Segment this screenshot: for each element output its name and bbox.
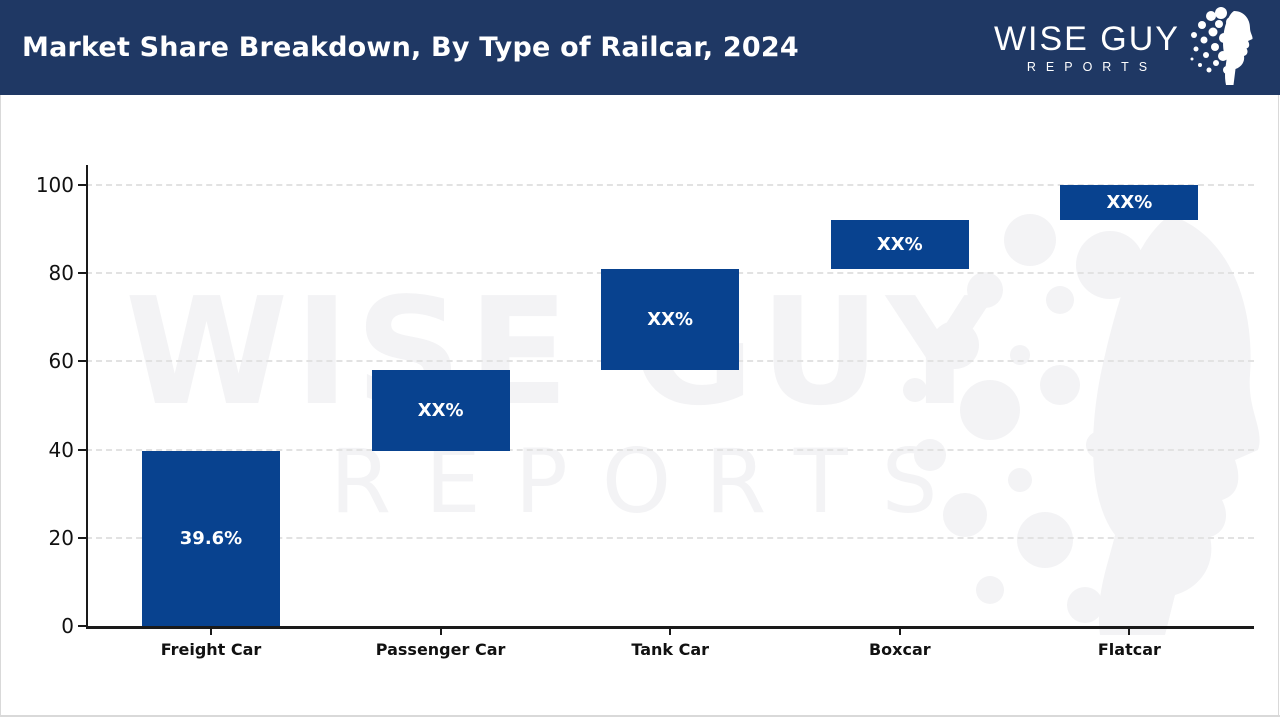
x-tick-flatcar: [1128, 628, 1131, 635]
y-tick-label-40: 40: [48, 437, 74, 462]
x-tick-tank-car: [669, 628, 672, 635]
y-tick-40: [78, 448, 86, 451]
bar-passenger-car: XX%: [371, 370, 510, 452]
gridline-40: [86, 448, 1254, 451]
x-tick-label-tank-car: Tank Car: [631, 640, 710, 659]
bar-value-label-boxcar: XX%: [876, 234, 923, 256]
bar-value-label-flatcar: XX%: [1106, 192, 1153, 214]
bar-value-label-freight-car: 39.6%: [179, 528, 243, 550]
y-tick-0: [78, 625, 86, 627]
y-tick-100: [78, 184, 86, 186]
gridline-100: [86, 184, 1254, 186]
y-tick-label-60: 60: [48, 349, 74, 374]
y-axis-line: [86, 165, 88, 628]
bar-tank-car: XX%: [601, 268, 740, 371]
x-tick-label-freight-car: Freight Car: [160, 640, 262, 659]
x-tick-label-passenger-car: Passenger Car: [375, 640, 506, 659]
logo-text: WISE GUY REPORTS: [994, 22, 1180, 74]
y-tick-label-80: 80: [48, 261, 74, 286]
y-tick-20: [78, 536, 86, 539]
logo-wordmark: WISE GUY: [993, 19, 1180, 58]
gridline-20: [86, 536, 1254, 539]
x-tick-passenger-car: [439, 628, 442, 635]
x-axis-line: [86, 626, 1254, 629]
bar-freight-car: 39.6%: [142, 451, 280, 626]
header-bar: Market Share Breakdown, By Type of Railc…: [0, 0, 1280, 95]
x-tick-boxcar: [898, 628, 901, 635]
bar-value-label-passenger-car: XX%: [417, 400, 464, 422]
logo-head-dots-icon: [1190, 6, 1253, 85]
chart-title: Market Share Breakdown, By Type of Railc…: [22, 32, 799, 63]
x-tick-label-flatcar: Flatcar: [1097, 640, 1161, 659]
y-tick-60: [78, 360, 86, 363]
page-border-right: [1278, 95, 1279, 717]
bar-flatcar: XX%: [1060, 185, 1199, 221]
x-tick-label-boxcar: Boxcar: [868, 640, 931, 659]
logo-subtitle: REPORTS: [1026, 59, 1158, 74]
wise-guy-reports-logo: WISE GUY REPORTS: [994, 6, 1254, 89]
watermark-text-line1: WISE GUY: [125, 266, 1000, 438]
y-tick-80: [78, 272, 86, 275]
y-tick-label-100: 100: [35, 173, 74, 197]
bar-value-label-tank-car: XX%: [647, 308, 694, 330]
bar-boxcar: XX%: [830, 220, 969, 269]
y-tick-label-20: 20: [48, 525, 74, 550]
page-border-bottom: [0, 715, 1280, 717]
y-tick-label-0: 0: [61, 614, 74, 638]
page-border-left: [0, 95, 1, 717]
x-tick-freight-car: [210, 628, 212, 635]
